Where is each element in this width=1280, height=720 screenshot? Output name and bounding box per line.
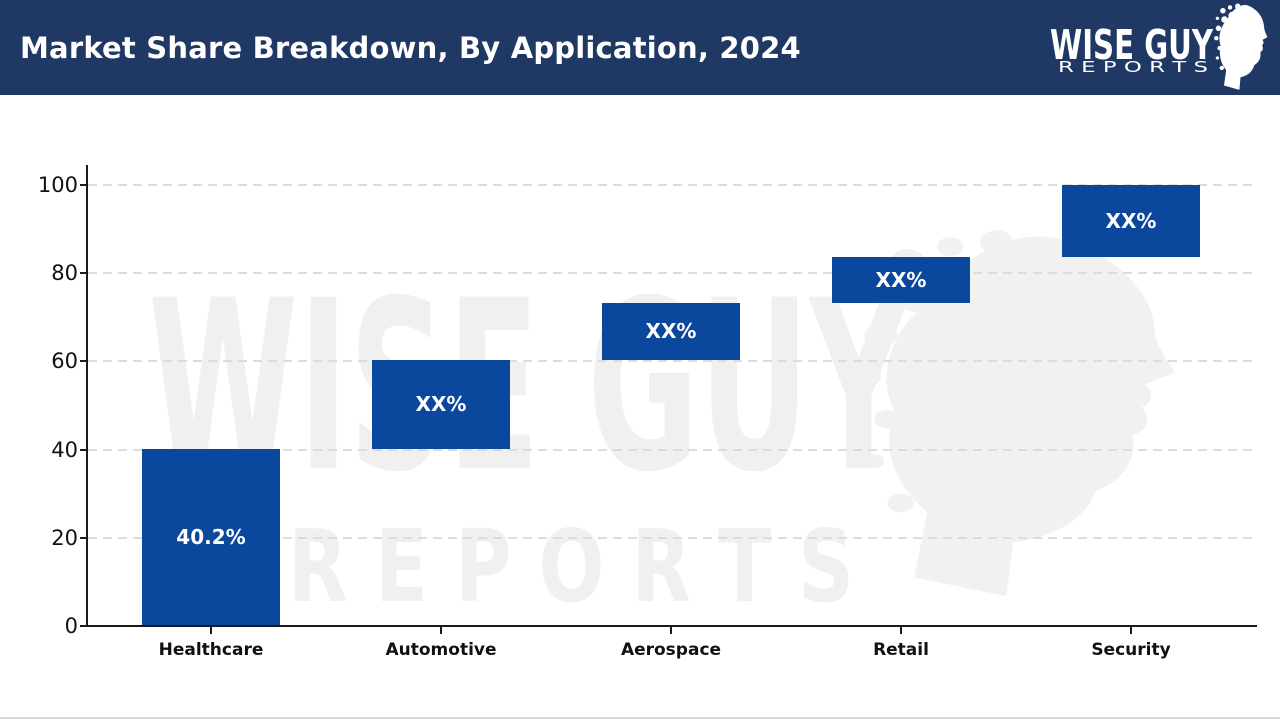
x-tick-mark [670,627,672,634]
y-gridline [88,272,1253,275]
y-gridline [88,360,1253,363]
bar-value-label: XX% [1105,208,1157,233]
bar-value-label: XX% [415,392,467,417]
y-tick-label: 60 [51,349,78,374]
x-axis [86,625,1257,627]
y-gridline [88,184,1253,186]
y-tick-mark [80,536,88,539]
y-axis [86,165,88,627]
y-tick-mark [80,360,88,363]
waterfall-chart: 0 20 40 60 80 100 40.2% Healthcare XX% Automotive… [0,95,1280,718]
y-tick-mark [80,448,88,451]
waterfall-bar-retail: XX% [832,256,970,303]
x-tick-mark [900,627,902,634]
y-tick-label: 100 [37,173,78,197]
bar-value-label: XX% [875,267,927,292]
y-tick-label: 80 [51,261,78,286]
y-tick-label: 0 [64,614,78,638]
waterfall-bar-automotive: XX% [372,360,510,449]
y-tick-mark [80,272,88,275]
waterfall-bar-security: XX% [1062,185,1200,257]
y-tick-label: 20 [51,525,78,550]
wiseguy-face-icon [1214,3,1268,90]
x-category-label: Healthcare [158,640,264,660]
header-bar: Market Share Breakdown, By Application, … [0,0,1280,95]
x-category-label: Aerospace [620,640,722,660]
x-category-label: Retail [873,640,929,660]
x-tick-mark [440,627,442,634]
y-gridline [88,448,1253,451]
logo-wordmark: WISE GUY [1050,21,1214,69]
x-tick-mark [1130,627,1132,634]
bar-value-label: XX% [645,319,697,344]
logo-reports-text: R E P O R T S [1058,58,1208,76]
x-category-label: Security [1091,640,1171,660]
y-gridline [88,536,1253,539]
x-tick-mark [210,627,212,634]
page-title: Market Share Breakdown, By Application, … [20,30,801,65]
bar-value-label: 40.2% [176,525,246,550]
y-tick-label: 40 [51,437,78,462]
bottom-border [0,717,1280,719]
waterfall-bar-aerospace: XX% [602,302,740,361]
y-tick-mark [80,625,88,627]
waterfall-bar-healthcare: 40.2% [142,448,280,626]
y-tick-mark [80,184,88,186]
x-category-label: Automotive [385,640,497,660]
wiseguy-logo: WISE GUY R E P O R T S [1050,3,1268,90]
